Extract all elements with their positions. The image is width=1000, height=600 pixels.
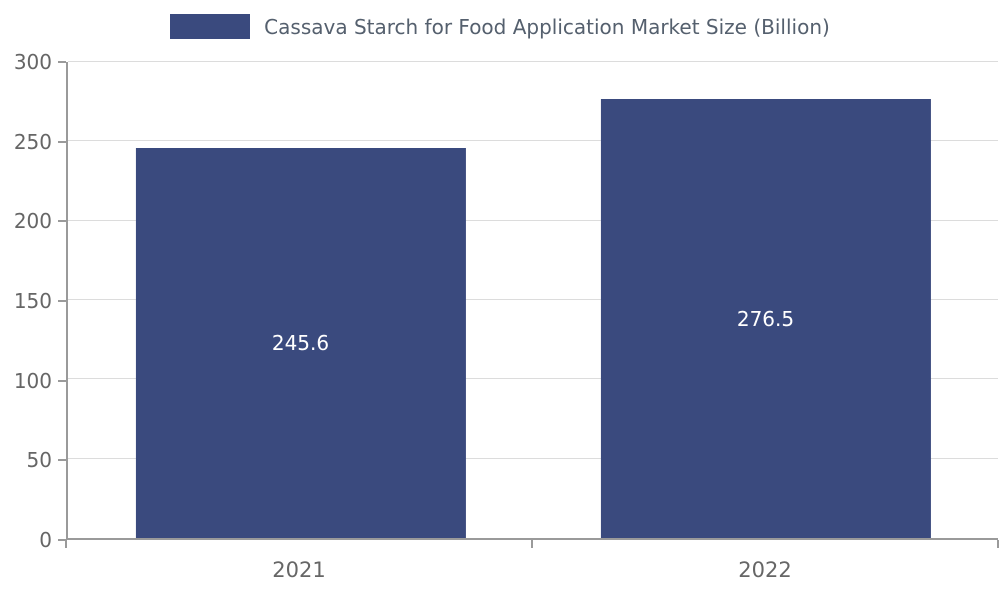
x-tick-mark	[531, 540, 533, 548]
y-tick-mark	[58, 140, 66, 143]
y-tick-label: 300	[13, 50, 52, 74]
gridline	[68, 457, 998, 459]
y-tick-label: 150	[13, 289, 52, 313]
x-tick-mark	[65, 540, 67, 548]
y-tick-mark	[58, 459, 66, 462]
y-tick-label: 0	[39, 528, 52, 552]
bar-value-label: 276.5	[736, 306, 795, 331]
y-tick-mark	[58, 61, 66, 63]
chart-legend: Cassava Starch for Food Application Mark…	[0, 14, 1000, 39]
y-tick-label: 50	[26, 448, 52, 473]
chart-title: Cassava Starch for Food Application Mark…	[264, 14, 830, 39]
y-tick-mark	[58, 539, 66, 541]
x-tick-label: 2021	[272, 558, 326, 582]
bar-slot: 245.6	[68, 62, 533, 538]
gridline	[68, 219, 998, 221]
bar-value-label: 245.6	[271, 331, 330, 356]
bar-2022: 276.5	[600, 99, 931, 538]
gridline	[68, 378, 998, 380]
bar-slot: 276.5	[533, 62, 998, 538]
y-tick-mark	[58, 379, 66, 382]
y-tick-mark	[58, 300, 66, 302]
gridline	[68, 61, 998, 62]
y-tick-mark	[58, 220, 66, 223]
legend-swatch	[170, 14, 251, 39]
bar-2021: 245.6	[135, 148, 466, 538]
x-tick-mark	[997, 540, 999, 548]
gridline	[68, 299, 998, 300]
plot-area: 245.6 276.5	[66, 61, 998, 540]
y-tick-label: 200	[13, 209, 52, 234]
gridline	[68, 140, 998, 142]
x-tick-label: 2022	[738, 558, 792, 582]
y-tick-label: 250	[13, 129, 52, 154]
y-tick-label: 100	[13, 368, 52, 393]
